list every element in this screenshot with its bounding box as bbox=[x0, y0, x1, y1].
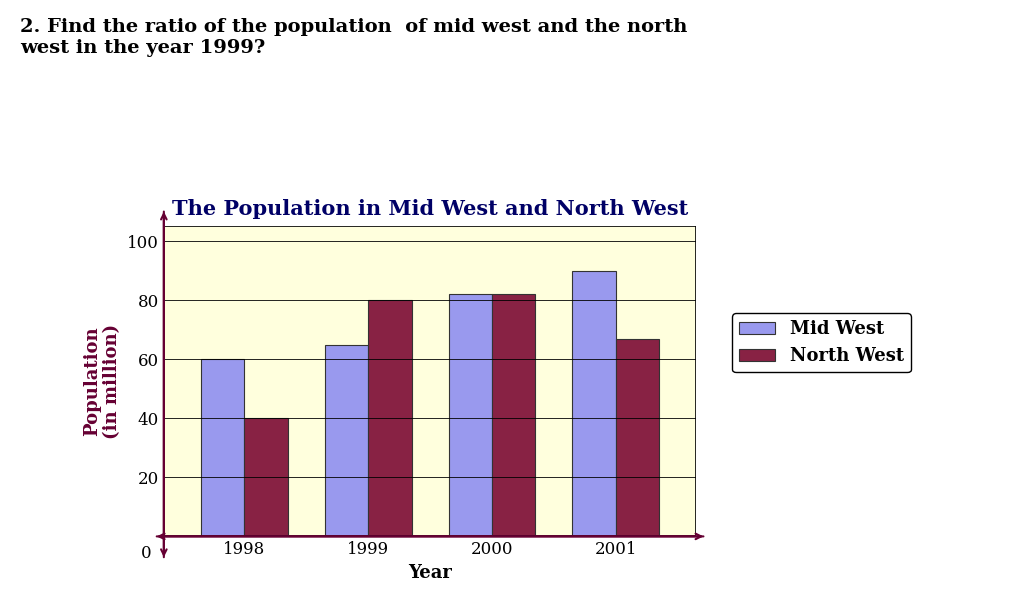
Bar bbox=[245, 418, 288, 536]
Bar bbox=[201, 359, 245, 536]
Bar bbox=[449, 294, 492, 536]
Bar bbox=[572, 271, 615, 536]
X-axis label: Year: Year bbox=[409, 564, 452, 582]
Text: 0: 0 bbox=[141, 545, 152, 562]
Bar bbox=[615, 339, 659, 536]
Y-axis label: Population
(in million): Population (in million) bbox=[83, 324, 122, 439]
Text: 2. Find the ratio of the population  of mid west and the north
west in the year : 2. Find the ratio of the population of m… bbox=[20, 18, 688, 57]
Title: The Population in Mid West and North West: The Population in Mid West and North Wes… bbox=[172, 200, 688, 219]
Bar bbox=[492, 294, 536, 536]
Bar bbox=[325, 344, 369, 536]
Bar bbox=[369, 300, 412, 536]
Legend: Mid West, North West: Mid West, North West bbox=[732, 313, 911, 372]
